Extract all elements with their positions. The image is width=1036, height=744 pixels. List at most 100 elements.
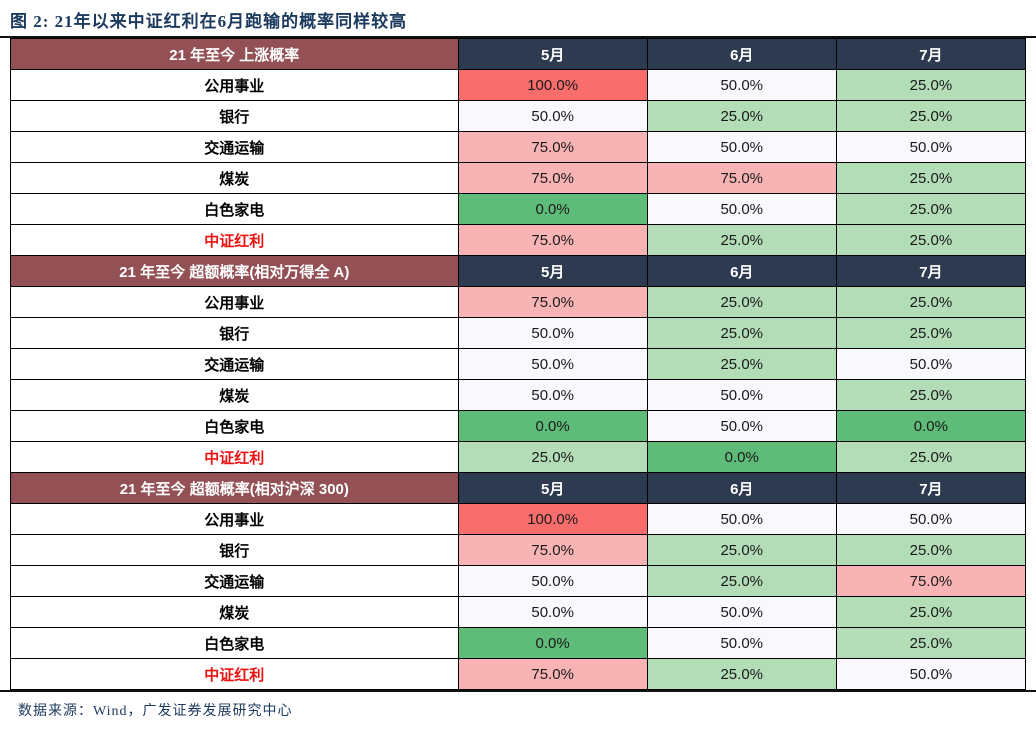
table-row: 公用事业 100.0% 50.0% 25.0%	[10, 69, 1027, 101]
probability-cell: 0.0%	[457, 410, 648, 442]
probability-cell: 25.0%	[457, 441, 648, 473]
probability-cell: 75.0%	[457, 534, 648, 566]
table-row: 中证红利 75.0% 25.0% 50.0%	[10, 658, 1027, 690]
table-row: 银行 75.0% 25.0% 25.0%	[10, 534, 1027, 566]
table-row: 交通运输 50.0% 25.0% 50.0%	[10, 348, 1027, 380]
probability-cell: 0.0%	[835, 410, 1027, 442]
probability-cell: 50.0%	[646, 503, 837, 535]
row-label: 煤炭	[10, 162, 459, 194]
probability-cell: 25.0%	[835, 534, 1027, 566]
probability-cell: 0.0%	[457, 627, 648, 659]
table-row: 煤炭 50.0% 50.0% 25.0%	[10, 596, 1027, 628]
month-header: 7月	[835, 255, 1027, 287]
table-row: 煤炭 75.0% 75.0% 25.0%	[10, 162, 1027, 194]
probability-cell: 50.0%	[835, 348, 1027, 380]
table-row: 银行 50.0% 25.0% 25.0%	[10, 317, 1027, 349]
probability-cell: 50.0%	[646, 627, 837, 659]
row-label: 银行	[10, 317, 459, 349]
month-header: 6月	[646, 472, 837, 504]
section-title: 21 年至今 超额概率(相对沪深 300)	[10, 472, 459, 504]
probability-cell: 50.0%	[646, 596, 837, 628]
section-title: 21 年至今 上涨概率	[10, 38, 459, 70]
table-row: 中证红利 75.0% 25.0% 25.0%	[10, 224, 1027, 256]
figure-title: 图 2: 21年以来中证红利在6月跑输的概率同样较高	[10, 12, 408, 31]
probability-cell: 75.0%	[457, 131, 648, 163]
probability-cell: 50.0%	[646, 379, 837, 411]
table-row: 白色家电 0.0% 50.0% 25.0%	[10, 193, 1027, 225]
probability-cell: 25.0%	[646, 565, 837, 597]
probability-cell: 25.0%	[835, 317, 1027, 349]
probability-cell: 25.0%	[835, 162, 1027, 194]
section-header-row-2: 21 年至今 超额概率(相对沪深 300) 5月 6月 7月	[10, 472, 1027, 504]
probability-cell: 25.0%	[646, 224, 837, 256]
probability-cell: 75.0%	[457, 224, 648, 256]
probability-cell: 25.0%	[835, 100, 1027, 132]
row-label: 中证红利	[10, 224, 459, 256]
row-label: 银行	[10, 534, 459, 566]
probability-cell: 50.0%	[457, 596, 648, 628]
month-header: 6月	[646, 38, 837, 70]
probability-cell: 25.0%	[646, 658, 837, 690]
month-header: 7月	[835, 472, 1027, 504]
probability-cell: 25.0%	[646, 534, 837, 566]
probability-cell: 75.0%	[457, 658, 648, 690]
section-header-row-1: 21 年至今 超额概率(相对万得全 A) 5月 6月 7月	[10, 255, 1027, 287]
table-row: 公用事业 100.0% 50.0% 50.0%	[10, 503, 1027, 535]
month-header: 7月	[835, 38, 1027, 70]
probability-cell: 50.0%	[646, 131, 837, 163]
probability-cell: 25.0%	[835, 286, 1027, 318]
probability-cell: 25.0%	[835, 596, 1027, 628]
probability-cell: 0.0%	[457, 193, 648, 225]
table-row: 银行 50.0% 25.0% 25.0%	[10, 100, 1027, 132]
probability-cell: 50.0%	[457, 379, 648, 411]
table-row: 白色家电 0.0% 50.0% 0.0%	[10, 410, 1027, 442]
title-rule	[0, 36, 1036, 38]
row-label: 中证红利	[10, 658, 459, 690]
probability-cell: 50.0%	[457, 100, 648, 132]
row-label: 交通运输	[10, 131, 459, 163]
probability-table: 21 年至今 上涨概率 5月 6月 7月 公用事业 100.0% 50.0% 25.0% 银行 5…	[10, 38, 1027, 690]
probability-cell: 25.0%	[835, 193, 1027, 225]
month-header: 6月	[646, 255, 837, 287]
table-row: 白色家电 0.0% 50.0% 25.0%	[10, 627, 1027, 659]
probability-cell: 25.0%	[835, 69, 1027, 101]
row-label: 煤炭	[10, 596, 459, 628]
table-row: 煤炭 50.0% 50.0% 25.0%	[10, 379, 1027, 411]
row-label: 公用事业	[10, 503, 459, 535]
probability-cell: 50.0%	[457, 317, 648, 349]
month-header: 5月	[457, 472, 648, 504]
probability-cell: 25.0%	[835, 224, 1027, 256]
probability-cell: 75.0%	[646, 162, 837, 194]
probability-cell: 0.0%	[646, 441, 837, 473]
section-header-row-0: 21 年至今 上涨概率 5月 6月 7月	[10, 38, 1027, 70]
table-row: 交通运输 50.0% 25.0% 75.0%	[10, 565, 1027, 597]
month-header: 5月	[457, 255, 648, 287]
probability-cell: 75.0%	[457, 286, 648, 318]
probability-cell: 50.0%	[457, 565, 648, 597]
row-label: 白色家电	[10, 193, 459, 225]
probability-cell: 75.0%	[457, 162, 648, 194]
row-label: 白色家电	[10, 627, 459, 659]
probability-cell: 50.0%	[646, 193, 837, 225]
probability-cell: 100.0%	[457, 69, 648, 101]
data-source: 数据来源：Wind，广发证券发展研究中心	[18, 704, 293, 719]
table-row: 交通运输 75.0% 50.0% 50.0%	[10, 131, 1027, 163]
row-label: 交通运输	[10, 565, 459, 597]
probability-table-body: 21 年至今 上涨概率 5月 6月 7月 公用事业 100.0% 50.0% 25.0% 银行 5…	[10, 38, 1027, 690]
probability-cell: 25.0%	[646, 100, 837, 132]
row-label: 银行	[10, 100, 459, 132]
probability-cell: 25.0%	[835, 441, 1027, 473]
row-label: 公用事业	[10, 286, 459, 318]
row-label: 交通运输	[10, 348, 459, 380]
probability-cell: 50.0%	[835, 131, 1027, 163]
table-row: 中证红利 25.0% 0.0% 25.0%	[10, 441, 1027, 473]
table-row: 公用事业 75.0% 25.0% 25.0%	[10, 286, 1027, 318]
probability-cell: 25.0%	[646, 286, 837, 318]
probability-cell: 100.0%	[457, 503, 648, 535]
probability-cell: 50.0%	[835, 658, 1027, 690]
probability-cell: 50.0%	[457, 348, 648, 380]
probability-cell: 25.0%	[835, 379, 1027, 411]
probability-cell: 50.0%	[646, 410, 837, 442]
row-label: 煤炭	[10, 379, 459, 411]
